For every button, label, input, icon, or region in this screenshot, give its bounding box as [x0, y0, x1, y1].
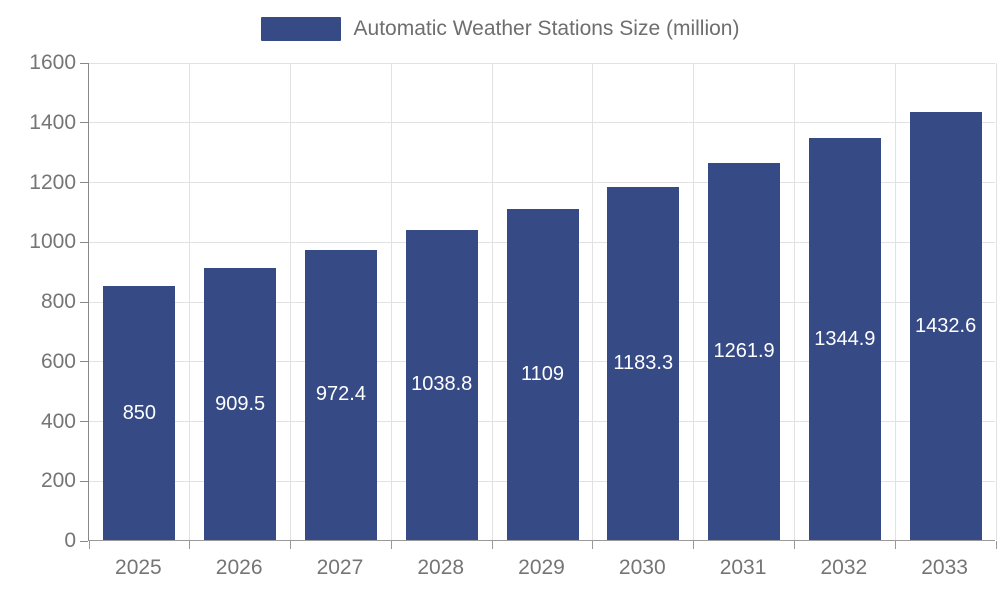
gridline-vertical	[995, 63, 997, 540]
gridline-vertical	[592, 63, 594, 540]
bar-2031[interactable]: 1261.9	[708, 163, 781, 540]
bar-2027[interactable]: 972.4	[304, 249, 377, 540]
y-axis-tick-label: 1600	[29, 51, 76, 74]
bar-value-label: 1344.9	[814, 327, 876, 350]
legend-label: Automatic Weather Stations Size (million…	[353, 17, 740, 40]
y-axis-tick	[80, 122, 88, 124]
gridline-horizontal	[89, 182, 995, 183]
y-axis-tick-label: 600	[40, 349, 76, 373]
x-axis-category-label: 2026	[215, 556, 263, 579]
x-axis-category-label: 2029	[518, 556, 565, 579]
x-axis-tick	[290, 541, 292, 549]
gridline-horizontal	[89, 122, 995, 124]
gridline-vertical	[189, 63, 191, 540]
x-axis-tick	[390, 541, 392, 549]
bar-value-label: 1261.9	[713, 340, 775, 362]
y-axis-tick-label: 1200	[29, 170, 76, 194]
y-axis-tick	[80, 421, 88, 422]
bar-value-label: 1183.3	[613, 351, 674, 374]
x-axis-tick	[793, 541, 795, 549]
y-axis-tick-label: 800	[40, 290, 76, 313]
bar-value-label: 1109	[520, 362, 564, 385]
bar-value-label: 972.4	[315, 383, 366, 406]
bar-2032[interactable]: 1344.9	[808, 138, 881, 540]
x-axis-category-label: 2031	[719, 556, 767, 579]
gridline-horizontal	[89, 62, 995, 64]
x-axis-tick	[189, 541, 191, 549]
x-axis-category-label: 2025	[115, 556, 162, 579]
y-axis-tick	[80, 540, 88, 542]
legend-swatch	[260, 17, 341, 41]
y-axis-tick-label: 400	[40, 409, 76, 433]
bar-value-label: 850	[122, 401, 157, 424]
y-axis-tick	[80, 182, 88, 183]
bar-2026[interactable]: 909.5	[204, 268, 277, 540]
y-axis-tick	[80, 361, 88, 363]
legend-item[interactable]: Automatic Weather Stations Size (million…	[0, 17, 1000, 41]
bar-2029[interactable]: 1109	[506, 208, 579, 540]
x-axis-category-label: 2027	[316, 556, 364, 579]
y-axis-tick-label: 200	[40, 469, 76, 493]
plot-area: 850 909.5 972.4 1038.8 1109 1183.3 1261.9 1344.…	[80, 62, 997, 549]
x-axis-tick	[88, 541, 90, 549]
bar-2025[interactable]: 850	[103, 286, 176, 540]
x-axis-category-label: 2030	[618, 556, 666, 579]
gridline-vertical	[894, 63, 896, 540]
x-axis-tick	[693, 541, 695, 549]
x-axis-tick	[894, 541, 896, 549]
y-axis-tick-label: 1400	[29, 110, 76, 134]
gridline-vertical	[390, 63, 392, 540]
y-axis-tick-label: 0	[64, 529, 76, 552]
y-axis-tick	[80, 241, 88, 243]
bar-2033[interactable]: 1432.6	[909, 112, 982, 540]
bar-2030[interactable]: 1183.3	[607, 186, 680, 540]
y-axis-tick	[80, 301, 88, 303]
y-axis-tick	[80, 480, 88, 482]
x-axis-tick	[592, 541, 594, 549]
gridline-vertical	[793, 63, 795, 540]
y-axis-tick-label: 1000	[29, 230, 76, 254]
bar-value-label: 909.5	[215, 392, 266, 415]
bar-value-label: 1038.8	[411, 373, 473, 396]
bar-value-label: 1432.6	[915, 314, 977, 337]
gridline-vertical	[491, 63, 493, 540]
x-axis-category-label: 2032	[820, 556, 868, 579]
gridline-vertical	[693, 63, 695, 540]
x-axis-category-label: 2028	[417, 556, 465, 579]
gridline-vertical	[290, 63, 292, 540]
y-axis-tick	[80, 62, 88, 64]
bar-2028[interactable]: 1038.8	[405, 229, 478, 540]
x-axis-category-label: 2033	[921, 556, 968, 579]
x-axis-tick	[995, 541, 997, 549]
x-axis-tick	[491, 541, 493, 549]
